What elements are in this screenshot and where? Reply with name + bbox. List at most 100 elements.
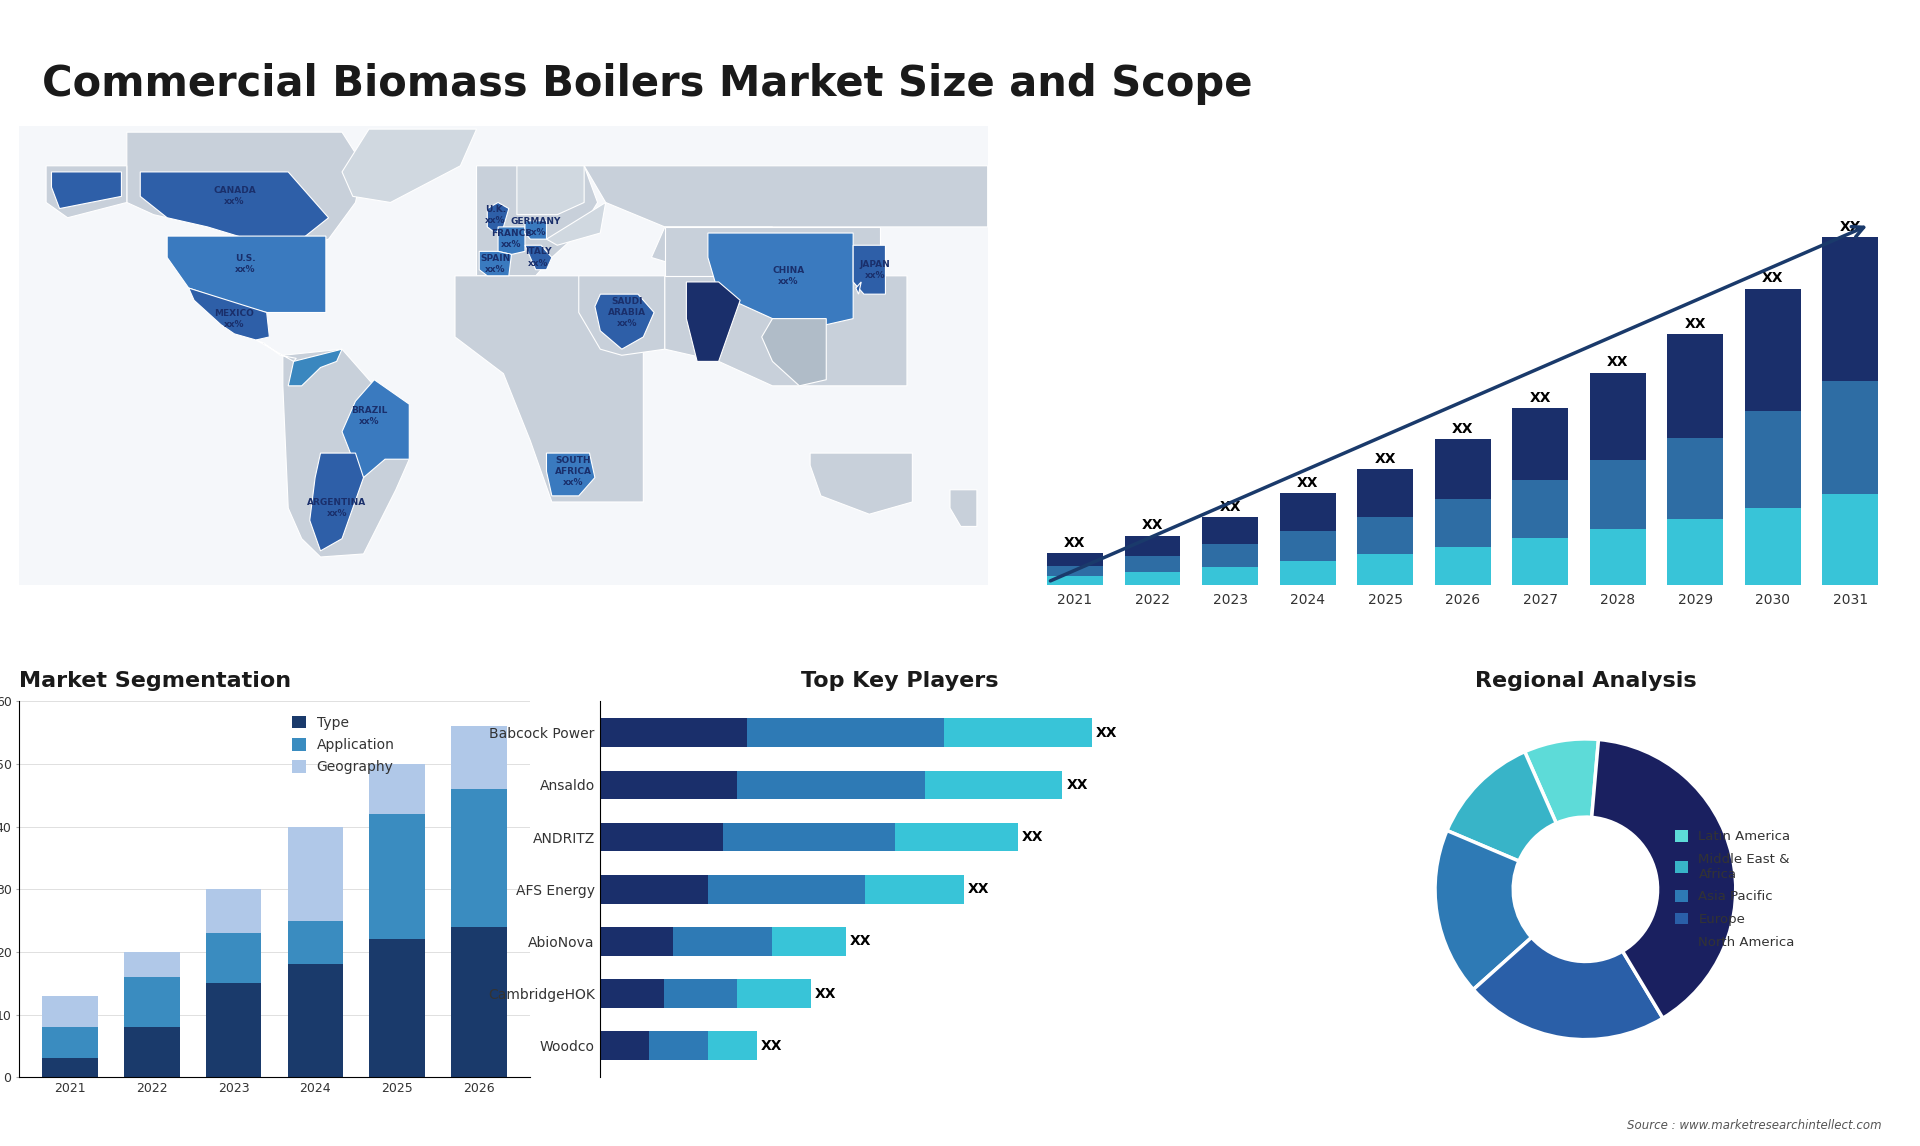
Bar	[1046, 554, 1102, 566]
Bar	[205, 889, 261, 933]
Wedge shape	[1448, 752, 1557, 861]
Polygon shape	[480, 251, 511, 276]
Bar	[599, 874, 708, 904]
Text: XX: XX	[1684, 316, 1707, 330]
Polygon shape	[52, 172, 121, 209]
Polygon shape	[708, 233, 852, 331]
Text: MEXICO
xx%: MEXICO xx%	[215, 308, 253, 329]
Polygon shape	[488, 203, 509, 233]
Bar	[369, 764, 424, 814]
Bar	[708, 1031, 756, 1060]
Bar	[599, 823, 722, 851]
Bar	[288, 920, 344, 965]
Bar	[599, 980, 664, 1008]
Bar	[649, 1031, 708, 1060]
Bar	[925, 770, 1062, 799]
Text: GERMANY
xx%: GERMANY xx%	[511, 217, 561, 237]
Polygon shape	[46, 166, 127, 218]
Text: CHINA
xx%: CHINA xx%	[772, 266, 804, 285]
Polygon shape	[664, 276, 906, 386]
Text: Source : www.marketresearchintellect.com: Source : www.marketresearchintellect.com	[1626, 1120, 1882, 1132]
Bar	[1667, 333, 1724, 438]
Bar	[125, 1027, 180, 1077]
Polygon shape	[524, 245, 551, 269]
Polygon shape	[810, 453, 912, 515]
Bar	[1434, 439, 1490, 500]
Polygon shape	[856, 282, 862, 295]
Text: XX: XX	[1064, 536, 1085, 550]
Bar	[866, 874, 964, 904]
Bar	[1434, 547, 1490, 584]
Text: INDIA
xx%: INDIA xx%	[699, 308, 728, 329]
Bar	[205, 983, 261, 1077]
Bar	[288, 826, 344, 920]
Bar	[1281, 560, 1336, 584]
Text: XX: XX	[1296, 476, 1319, 489]
Polygon shape	[762, 319, 826, 386]
Text: Commercial Biomass Boilers Market Size and Scope: Commercial Biomass Boilers Market Size a…	[42, 63, 1252, 105]
Polygon shape	[476, 166, 597, 276]
Polygon shape	[524, 221, 547, 240]
Legend: Latin America, Middle East &
Africa, Asia Pacific, Europe, North America: Latin America, Middle East & Africa, Asi…	[1674, 830, 1795, 949]
Bar	[1281, 531, 1336, 560]
Bar	[664, 980, 737, 1008]
Bar	[1202, 517, 1258, 544]
Bar	[1125, 572, 1181, 584]
Polygon shape	[127, 132, 363, 251]
Polygon shape	[595, 295, 655, 350]
Polygon shape	[852, 245, 885, 295]
Polygon shape	[342, 129, 476, 203]
Bar	[1046, 566, 1102, 575]
Polygon shape	[342, 379, 409, 478]
Text: FRANCE
xx%: FRANCE xx%	[492, 229, 532, 249]
Bar	[1125, 535, 1181, 556]
Bar	[747, 719, 945, 747]
Text: CANADA
xx%: CANADA xx%	[213, 187, 255, 206]
Text: BRAZIL
xx%: BRAZIL xx%	[351, 407, 388, 426]
Text: XX: XX	[1530, 391, 1551, 405]
Bar	[599, 770, 737, 799]
Bar	[1513, 408, 1569, 480]
Text: XX: XX	[1375, 452, 1396, 466]
Bar	[708, 874, 866, 904]
Bar	[42, 996, 98, 1027]
Text: XX: XX	[851, 934, 872, 949]
Polygon shape	[140, 172, 328, 245]
Title: Top Key Players: Top Key Players	[801, 672, 998, 691]
Bar	[1822, 237, 1878, 382]
Bar	[1822, 382, 1878, 494]
Polygon shape	[547, 203, 605, 245]
Text: XX: XX	[1096, 725, 1117, 740]
Text: XX: XX	[1607, 355, 1628, 369]
Legend: Type, Application, Geography: Type, Application, Geography	[292, 716, 394, 775]
Bar	[1745, 289, 1801, 411]
Text: XX: XX	[1021, 830, 1044, 845]
Bar	[288, 965, 344, 1077]
Polygon shape	[584, 166, 987, 227]
Polygon shape	[167, 236, 326, 313]
Bar	[1513, 480, 1569, 539]
Polygon shape	[309, 453, 363, 551]
Bar	[1822, 494, 1878, 584]
Bar	[1281, 493, 1336, 531]
Bar	[1125, 556, 1181, 572]
Text: SOUTH
AFRICA
xx%: SOUTH AFRICA xx%	[555, 456, 591, 487]
Text: XX: XX	[1142, 518, 1164, 533]
Text: XX: XX	[1066, 778, 1089, 792]
Bar	[125, 978, 180, 1027]
Polygon shape	[685, 282, 741, 361]
Bar	[451, 727, 507, 790]
Bar	[42, 1059, 98, 1077]
Text: JAPAN
xx%: JAPAN xx%	[860, 260, 891, 280]
Bar	[369, 814, 424, 940]
Bar	[1590, 461, 1645, 529]
Polygon shape	[282, 350, 409, 557]
Bar	[1745, 411, 1801, 508]
Bar	[1590, 372, 1645, 461]
Bar	[451, 790, 507, 927]
Bar	[722, 823, 895, 851]
Bar	[737, 770, 925, 799]
Wedge shape	[1592, 739, 1736, 1018]
Bar	[369, 940, 424, 1077]
Polygon shape	[950, 489, 977, 526]
